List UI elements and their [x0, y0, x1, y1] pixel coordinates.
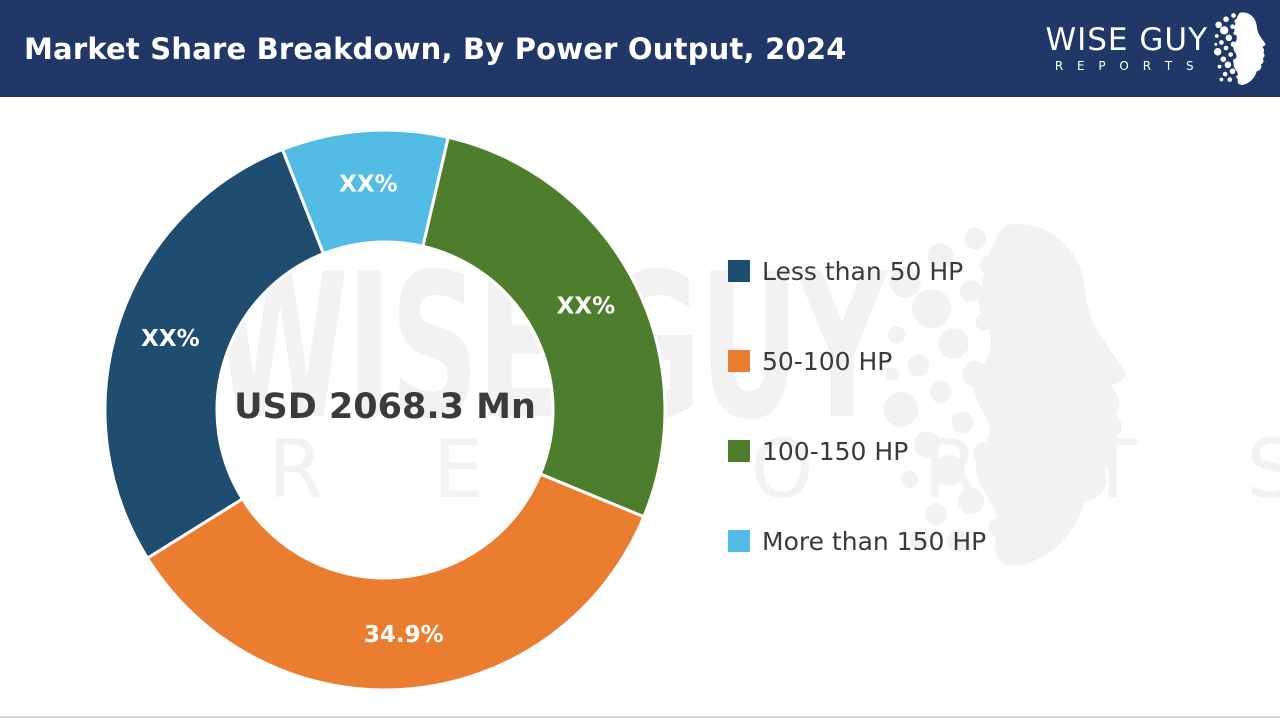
chart-center-value: USD 2068.3 Mn	[234, 387, 536, 427]
donut-segment-100-150-hp	[421, 135, 667, 519]
legend-color-swatch	[728, 530, 750, 552]
slice-label-50-100-hp: 34.9%	[364, 622, 444, 648]
header-bar: Market Share Breakdown, By Power Output,…	[0, 0, 1280, 97]
page-title: Market Share Breakdown, By Power Output,…	[24, 31, 847, 66]
logo-wordmark-line1: WISE GUY	[1045, 22, 1208, 58]
donut-chart: XX% XX% 34.9% XX%	[103, 128, 667, 692]
legend-item-label: Less than 50 HP	[762, 256, 964, 286]
legend-color-swatch	[728, 440, 750, 462]
bottom-divider	[0, 716, 1280, 718]
donut-segment-50-100-hp	[145, 472, 646, 692]
legend-item-100-150-hp: 100-150 HP	[728, 436, 986, 466]
legend-item-label: More than 150 HP	[762, 526, 987, 556]
legend-item-less-than-50-hp: Less than 50 HP	[728, 256, 986, 286]
chart-legend: Less than 50 HP 50-100 HP 100-150 HP Mor…	[728, 256, 987, 618]
donut-segment-less-than-50-hp	[103, 147, 325, 560]
slice-label-100-150-hp: XX%	[557, 293, 616, 319]
legend-item-50-100-hp: 50-100 HP	[728, 346, 986, 376]
legend-color-swatch	[728, 350, 750, 372]
slice-label-more-than-150-hp: XX%	[339, 172, 398, 198]
logo-wordmark-line2: R E P O R T S	[1054, 59, 1199, 73]
legend-color-swatch	[728, 260, 750, 282]
logo-wordmark: WISE GUY R E P O R T S	[1045, 22, 1208, 73]
legend-item-more-than-150-hp: More than 150 HP	[728, 526, 987, 556]
legend-item-label: 50-100 HP	[762, 346, 893, 376]
slice-label-less-than-50-hp: XX%	[141, 326, 200, 352]
face-profile-icon	[1212, 9, 1268, 88]
wise-guy-reports-logo: WISE GUY R E P O R T S	[1045, 9, 1268, 88]
legend-item-label: 100-150 HP	[762, 436, 909, 466]
